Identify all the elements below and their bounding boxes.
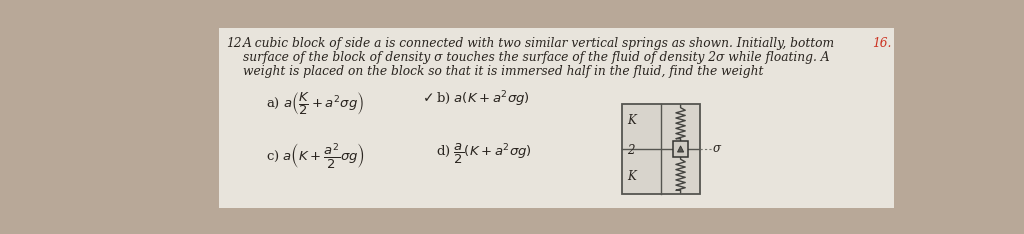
Text: 12.: 12. — [226, 37, 246, 50]
Text: 16.: 16. — [872, 37, 891, 50]
Text: σ: σ — [713, 143, 721, 155]
Text: b) $a(K+a^2\sigma g)$: b) $a(K+a^2\sigma g)$ — [436, 90, 530, 109]
Text: 2: 2 — [627, 144, 635, 157]
Text: surface of the block of density σ touches the surface of the fluid of density 2σ: surface of the block of density σ touche… — [243, 51, 829, 64]
Text: A cubic block of side a is connected with two similar vertical springs as shown.: A cubic block of side a is connected wit… — [243, 37, 835, 50]
Text: c) $a\left(K+\dfrac{a^2}{2}\sigma g\right)$: c) $a\left(K+\dfrac{a^2}{2}\sigma g\righ… — [266, 142, 365, 171]
Text: K: K — [627, 114, 636, 127]
Bar — [623, 103, 700, 194]
Text: a) $a\left(\dfrac{K}{2}+a^2\sigma g\right)$: a) $a\left(\dfrac{K}{2}+a^2\sigma g\righ… — [266, 90, 365, 117]
Text: d) $\dfrac{a}{2}(K+a^2\sigma g)$: d) $\dfrac{a}{2}(K+a^2\sigma g)$ — [436, 142, 532, 166]
Bar — [673, 141, 688, 157]
Text: K: K — [627, 170, 636, 183]
Text: $\checkmark$: $\checkmark$ — [423, 90, 434, 104]
Text: weight is placed on the block so that it is immersed half in the fluid, find the: weight is placed on the block so that it… — [243, 65, 763, 78]
Bar — [219, 28, 894, 208]
Polygon shape — [678, 146, 684, 152]
